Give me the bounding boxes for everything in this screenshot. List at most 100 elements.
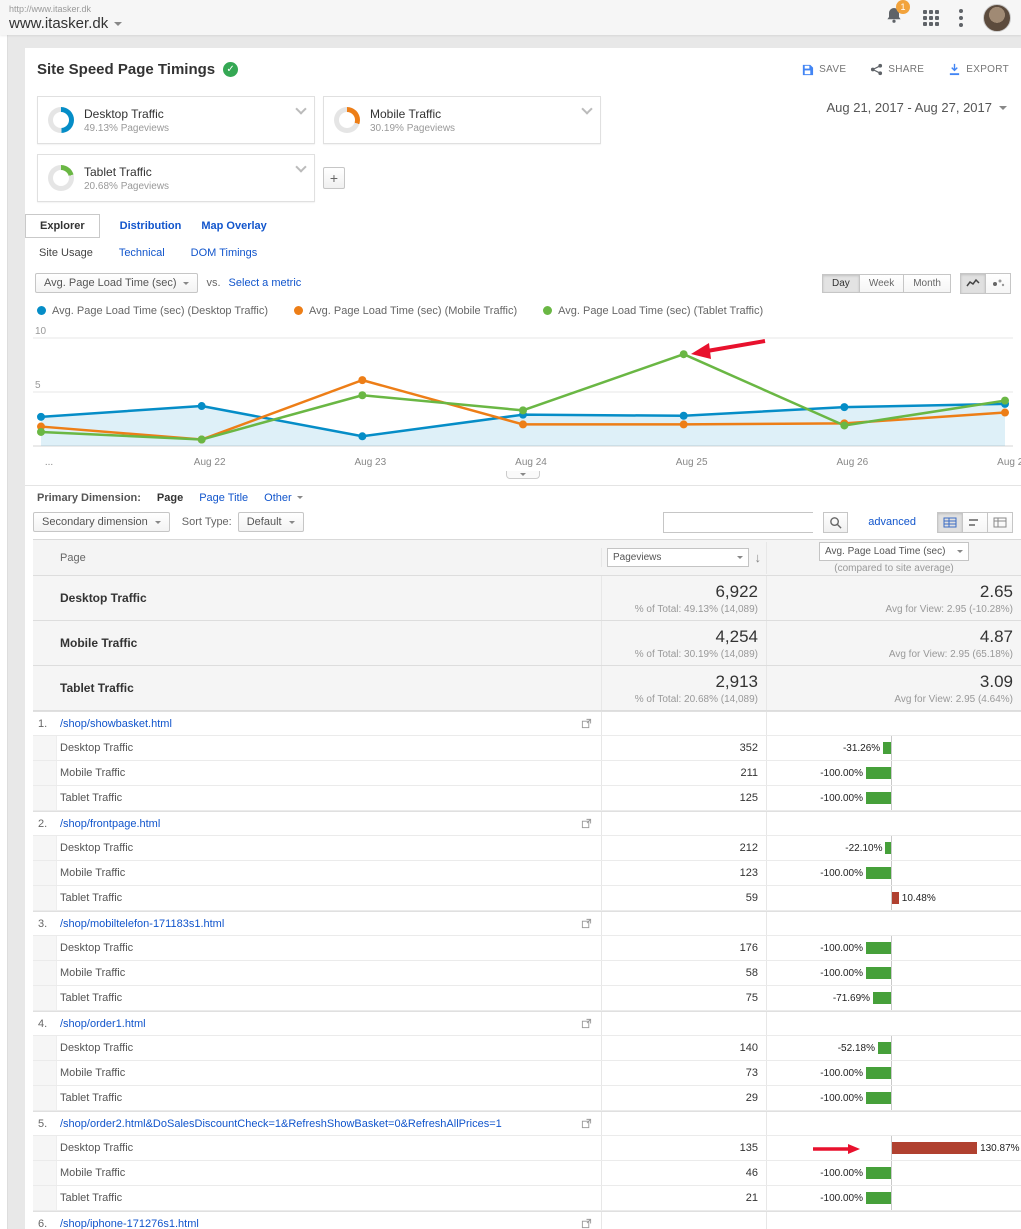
chevron-down-icon <box>154 520 161 524</box>
open-in-new-icon[interactable] <box>581 1018 592 1032</box>
motion-chart-view-icon[interactable] <box>985 272 1011 294</box>
segment-name: Mobile Traffic <box>370 106 442 121</box>
pageviews-value: 29 <box>745 1092 758 1104</box>
legend-item[interactable]: Avg. Page Load Time (sec) (Desktop Traff… <box>37 305 268 317</box>
granularity-week[interactable]: Week <box>858 273 905 293</box>
search-icon <box>830 516 842 529</box>
metric-column-dropdown[interactable]: Avg. Page Load Time (sec) <box>819 541 969 561</box>
delta-bar <box>892 892 899 904</box>
column-header-page[interactable]: Page <box>60 551 86 564</box>
account-selector[interactable]: www.itasker.dk <box>9 15 123 32</box>
open-in-new-icon[interactable] <box>581 1218 592 1229</box>
delta-bar <box>877 1042 891 1054</box>
metric-value: 4.87 <box>979 626 1013 646</box>
tab-distribution[interactable]: Distribution <box>119 220 182 232</box>
avatar[interactable] <box>983 3 1011 32</box>
segment-row-name: Desktop Traffic <box>60 842 134 854</box>
save-button[interactable]: SAVE <box>801 63 846 76</box>
export-button[interactable]: EXPORT <box>948 63 1009 76</box>
apps-grid-icon[interactable] <box>923 9 939 26</box>
pageviews-value: 211 <box>740 767 758 779</box>
secondary-dimension-dropdown[interactable]: Secondary dimension <box>33 512 170 532</box>
open-in-new-icon[interactable] <box>581 718 592 732</box>
legend-item[interactable]: Avg. Page Load Time (sec) (Mobile Traffi… <box>294 305 517 317</box>
segment-card-tablet[interactable]: Tablet Traffic 20.68% Pageviews <box>37 154 315 202</box>
subtab-technical[interactable]: Technical <box>118 247 165 259</box>
share-icon <box>871 63 883 75</box>
segment-detail-row: Desktop Traffic 140 -52.18% <box>33 1036 1021 1061</box>
segment-row-name: Desktop Traffic <box>60 1042 134 1054</box>
page-link[interactable]: /shop/mobiltelefon-171183s1.html <box>60 917 225 930</box>
pivot-view-icon[interactable] <box>987 511 1013 533</box>
chart-collapse-handle[interactable] <box>506 471 540 479</box>
pageviews-value: 135 <box>739 1142 758 1154</box>
dimension-other[interactable]: Other <box>264 492 303 504</box>
delta-percent: -100.00% <box>820 867 863 879</box>
metric-column-label: Avg. Page Load Time (sec) <box>825 545 946 557</box>
x-axis-label: Aug 23 <box>354 457 387 468</box>
advanced-link[interactable]: advanced <box>868 516 916 528</box>
page-link[interactable]: /shop/iphone-171276s1.html <box>60 1217 199 1229</box>
share-button[interactable]: SHARE <box>870 63 924 76</box>
topbar: http://www.itasker.dk www.itasker.dk 1 <box>0 0 1021 35</box>
segment-summary-row: Desktop Traffic 6,922 % of Total: 49.13% (… <box>33 576 1021 621</box>
pageviews-column-label: Pageviews <box>613 552 662 563</box>
chevron-down-icon[interactable] <box>295 161 307 173</box>
pageviews-value: 46 <box>745 1167 758 1179</box>
subtab-dom-timings[interactable]: DOM Timings <box>190 247 258 259</box>
dimension-page[interactable]: Page <box>156 491 184 504</box>
chevron-down-icon[interactable] <box>581 103 593 115</box>
tab-explorer[interactable]: Explorer <box>25 214 100 238</box>
search-button[interactable] <box>823 511 849 533</box>
page-link[interactable]: /shop/order1.html <box>60 1017 146 1030</box>
segment-name: Desktop Traffic <box>84 106 164 121</box>
granularity-day[interactable]: Day <box>822 273 860 293</box>
report-content: Site Speed Page Timings ✓ SAVE SHARE EXP… <box>25 48 1021 1229</box>
pageviews-value: 176 <box>739 942 758 954</box>
open-in-new-icon[interactable] <box>581 818 592 832</box>
segment-card-mobile[interactable]: Mobile Traffic 30.19% Pageviews <box>323 96 601 144</box>
segment-card-desktop[interactable]: Desktop Traffic 49.13% Pageviews <box>37 96 315 144</box>
line-chart-view-icon[interactable] <box>960 272 986 294</box>
comparison-cell: -100.00% <box>767 961 1021 985</box>
sort-descending-icon[interactable]: ↓ <box>754 550 762 565</box>
page-link[interactable]: /shop/frontpage.html <box>60 817 161 830</box>
more-options-icon[interactable] <box>959 8 963 27</box>
segment-donut <box>48 107 74 133</box>
legend-item[interactable]: Avg. Page Load Time (sec) (Tablet Traffi… <box>543 305 763 317</box>
collapsed-sidebar[interactable] <box>0 35 8 1229</box>
segment-row-name: Mobile Traffic <box>60 1067 126 1079</box>
select-metric-link[interactable]: Select a metric <box>228 277 302 289</box>
x-axis-label: ... <box>44 457 54 468</box>
add-segment-button[interactable]: + <box>323 167 345 189</box>
page-link[interactable]: /shop/showbasket.html <box>60 717 172 730</box>
chart-x-labels: ... Aug 22 Aug 23 Aug 24 Aug 25 Aug 26 Aug 27 <box>33 457 1021 471</box>
metric-value: 2.65 <box>979 581 1013 601</box>
metric-dropdown[interactable]: Avg. Page Load Time (sec) <box>35 273 199 293</box>
granularity-month[interactable]: Month <box>903 273 951 293</box>
date-range-selector[interactable]: Aug 21, 2017 - Aug 27, 2017 <box>826 100 1007 115</box>
page-row: 6. /shop/iphone-171276s1.html <box>33 1211 1021 1229</box>
timeseries-chart[interactable]: 5 10 ... Aug 22 Aug 23 Aug 24 Aug 25 Aug 26 Aug… <box>25 320 1021 479</box>
subtab-site-usage[interactable]: Site Usage <box>39 247 93 259</box>
pageviews-column-dropdown[interactable]: Pageviews <box>607 548 749 567</box>
table-view-icon[interactable] <box>937 511 963 533</box>
pageviews-value: 140 <box>739 1042 758 1054</box>
tab-map-overlay[interactable]: Map Overlay <box>201 220 267 232</box>
search-input[interactable] <box>663 511 814 533</box>
dimension-page-title[interactable]: Page Title <box>199 491 249 504</box>
open-in-new-icon[interactable] <box>581 918 592 932</box>
sort-type-dropdown[interactable]: Default <box>237 512 304 532</box>
performance-view-icon[interactable] <box>962 511 988 533</box>
comparison-axis <box>891 1036 892 1060</box>
segment-donut <box>48 165 74 191</box>
notifications-button[interactable]: 1 <box>885 0 910 29</box>
segment-detail-row: Tablet Traffic 29 -100.00% <box>33 1086 1021 1111</box>
chevron-down-icon[interactable] <box>295 103 307 115</box>
open-in-new-icon[interactable] <box>581 1118 592 1132</box>
notification-badge: 1 <box>896 0 910 14</box>
page-link[interactable]: /shop/order2.html&DoSalesDiscountCheck=1… <box>60 1117 502 1130</box>
comparison-axis <box>891 761 892 785</box>
row-index: 1. <box>38 718 48 730</box>
pageviews-total: 4,254 <box>715 626 758 646</box>
